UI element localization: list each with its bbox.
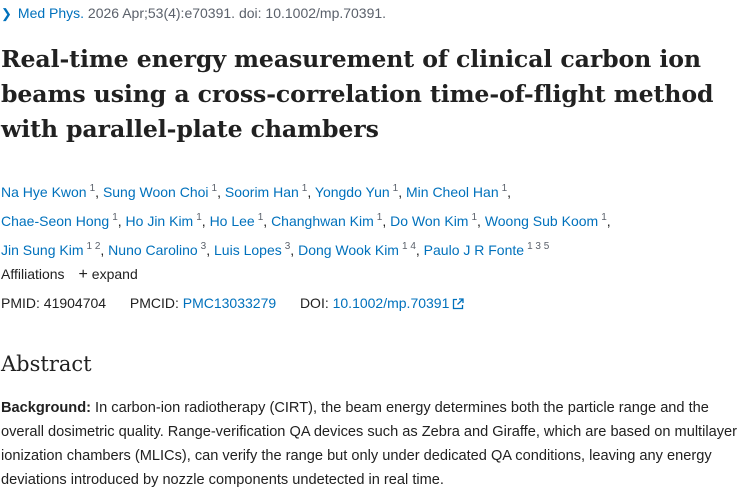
affiliation-number[interactable]: 1 xyxy=(501,183,508,194)
journal-link[interactable]: Med Phys. xyxy=(17,5,85,21)
affiliation-number[interactable]: 1 xyxy=(471,212,478,223)
author-link[interactable]: Soorim Han xyxy=(224,184,299,200)
author-link[interactable]: Min Cheol Han xyxy=(406,184,499,200)
author-link[interactable]: Chae-Seon Hong xyxy=(1,213,110,229)
affiliations-label: Affiliations xyxy=(1,266,65,282)
affiliation-number[interactable]: 1 xyxy=(196,212,202,223)
affiliation-number[interactable]: 1 xyxy=(301,183,308,194)
author-link[interactable]: Yongdo Yun xyxy=(314,184,390,200)
author-item: Soorim Han 1, xyxy=(224,183,315,200)
doi-label: DOI: xyxy=(299,295,329,311)
affiliation-number[interactable]: 1 xyxy=(257,212,264,223)
pmid-value: 41904704 xyxy=(43,295,107,311)
affiliation-number[interactable]: 1 3 5 xyxy=(527,241,550,252)
chevron-right-icon[interactable]: ❯ xyxy=(1,6,12,21)
affiliation-number[interactable]: 3 xyxy=(284,241,291,252)
external-link-icon xyxy=(453,298,465,310)
author-link[interactable]: Ho Lee xyxy=(209,213,255,229)
author-link[interactable]: Do Won Kim xyxy=(390,213,469,229)
background-text: In carbon-ion radiotherapy (CIRT), the b… xyxy=(1,400,737,488)
author-item: Changhwan Kim 1, xyxy=(271,212,391,229)
affiliation-number[interactable]: 1 xyxy=(376,212,383,223)
author-item: Sung Woon Choi 1, xyxy=(102,183,225,200)
affiliation-number[interactable]: 1 2 xyxy=(86,241,101,252)
affiliation-number[interactable]: 1 4 xyxy=(401,241,416,252)
author-item: Woong Sub Koom 1, xyxy=(484,212,611,229)
affiliation-number[interactable]: 1 xyxy=(392,183,399,194)
author-item: Min Cheol Han 1, xyxy=(406,183,512,200)
doi-value: 10.1002/mp.70391 xyxy=(332,295,450,311)
author-link[interactable]: Sung Woon Choi xyxy=(102,184,209,200)
author-item: Nuno Carolino 3, xyxy=(108,241,215,258)
author-link[interactable]: Luis Lopes xyxy=(214,242,282,258)
author-link[interactable]: Nuno Carolino xyxy=(108,242,198,258)
citation-line: ❯ Med Phys. 2026 Apr;53(4):e70391. doi: 1… xyxy=(1,5,386,22)
author-link[interactable]: Jin Sung Kim xyxy=(1,242,84,258)
author-item: Luis Lopes 3, xyxy=(214,241,299,258)
author-item: Na Hye Kwon 1, xyxy=(1,183,103,200)
affiliation-number[interactable]: 1 xyxy=(89,183,96,194)
author-list: Na Hye Kwon 1, Sung Woon Choi 1, Soorim Ha… xyxy=(1,176,749,263)
pmcid-label: PMCID: xyxy=(129,295,179,311)
abstract-background: Background: In carbon-ion radiotherapy (… xyxy=(1,396,749,492)
citation-details: 2026 Apr;53(4):e70391. doi: 10.1002/mp.7… xyxy=(84,5,387,21)
article-title: Real-time energy measurement of clinical… xyxy=(1,45,714,143)
author-link[interactable]: Dong Wook Kim xyxy=(298,242,399,258)
author-item: Ho Lee 1, xyxy=(209,212,272,229)
author-link[interactable]: Ho Jin Kim xyxy=(125,213,194,229)
author-item: Yongdo Yun 1, xyxy=(314,183,406,200)
expand-button[interactable]: expand xyxy=(91,266,138,282)
author-link[interactable]: Woong Sub Koom xyxy=(484,213,599,229)
background-label: Background: xyxy=(1,400,91,416)
identifiers-row: PMID: 41904704 PMCID: PMC13033279 DOI: 1… xyxy=(1,295,465,311)
affiliation-number[interactable]: 1 xyxy=(601,212,607,223)
plus-icon[interactable]: + xyxy=(78,266,88,283)
affiliation-number[interactable]: 1 xyxy=(211,183,218,194)
author-item: Dong Wook Kim 1 4, xyxy=(298,241,424,258)
author-item: Ho Jin Kim 1, xyxy=(125,212,210,229)
author-item: Chae-Seon Hong 1, xyxy=(1,212,126,229)
author-link[interactable]: Paulo J R Fonte xyxy=(423,242,525,258)
author-link[interactable]: Changhwan Kim xyxy=(271,213,374,229)
affiliation-number[interactable]: 3 xyxy=(200,241,207,252)
affiliations-row: Affiliations + expand xyxy=(1,266,138,284)
author-link[interactable]: Na Hye Kwon xyxy=(1,184,87,200)
author-item: Paulo J R Fonte 1 3 5 xyxy=(423,241,550,258)
author-item: Jin Sung Kim 1 2, xyxy=(1,241,109,258)
abstract-heading: Abstract xyxy=(1,352,92,376)
affiliation-number[interactable]: 1 xyxy=(112,212,118,223)
author-item: Do Won Kim 1, xyxy=(390,212,485,229)
doi-link[interactable]: 10.1002/mp.70391 xyxy=(333,295,465,311)
pmid-label: PMID: xyxy=(1,295,40,311)
pmcid-link[interactable]: PMC13033279 xyxy=(182,295,277,311)
